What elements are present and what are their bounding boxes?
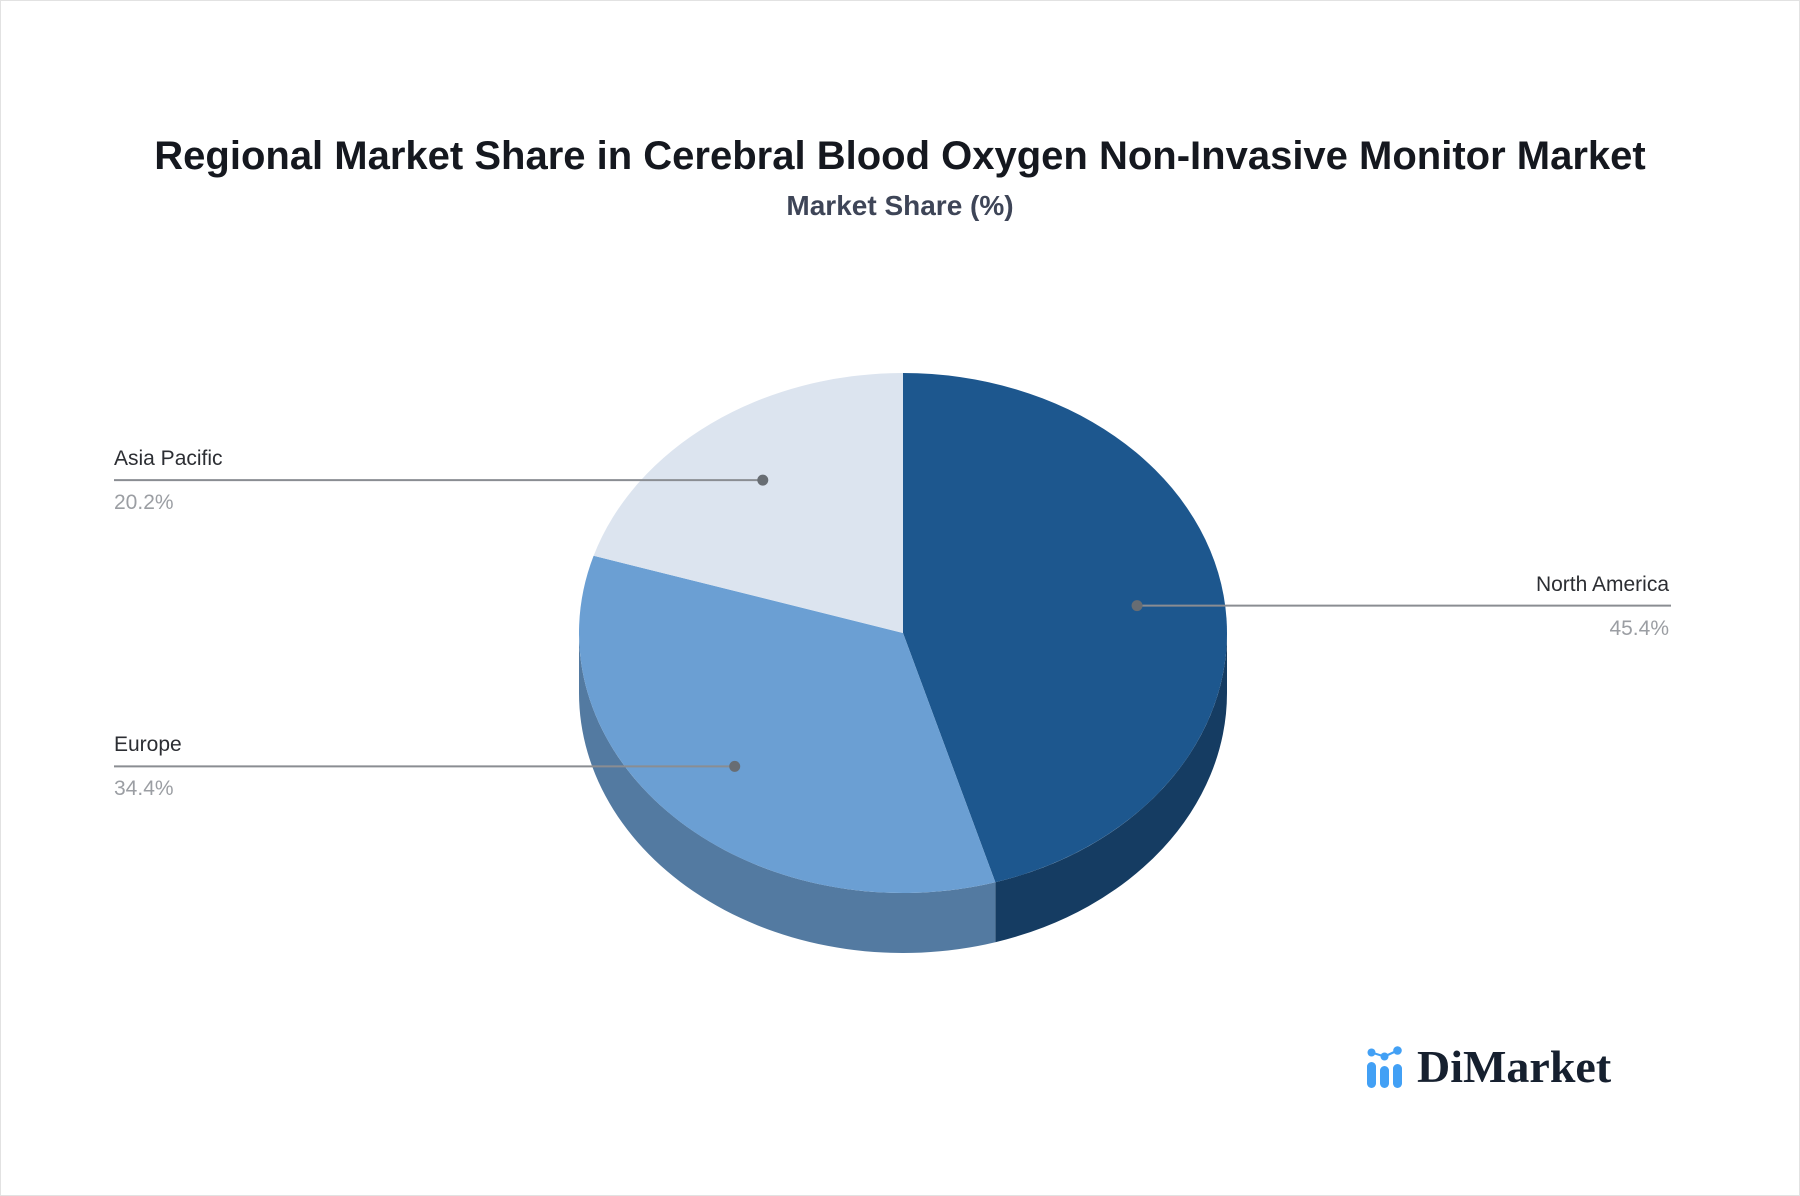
- pie-side-north-america: [995, 633, 1227, 943]
- slice-value-europe: 34.4%: [114, 777, 174, 800]
- slice-label-asia-pacific: Asia Pacific: [114, 447, 223, 470]
- slice-value-north-america: 45.4%: [1609, 617, 1669, 640]
- callout-dot-asia-pacific: [757, 474, 769, 486]
- chart-title: Regional Market Share in Cerebral Blood …: [154, 134, 1646, 178]
- slice-label-north-america: North America: [1535, 573, 1669, 596]
- slice-label-europe: Europe: [114, 733, 182, 756]
- callout-dot-north-america: [1131, 600, 1143, 612]
- slice-value-asia-pacific: 20.2%: [114, 491, 174, 514]
- pie-slice-north-america[interactable]: [903, 373, 1227, 883]
- pie-slice-asia-pacific[interactable]: [593, 373, 903, 633]
- pie-side-europe: [579, 633, 996, 953]
- chart-subtitle: Market Share (%): [786, 190, 1014, 221]
- pie-slice-europe[interactable]: [579, 555, 996, 893]
- brand-name: DiMarket: [1417, 1041, 1612, 1092]
- callout-dot-europe: [729, 760, 741, 772]
- bar-chart-trend-icon: [1367, 1046, 1402, 1088]
- brand-logo: DiMarket: [1366, 1043, 1611, 1090]
